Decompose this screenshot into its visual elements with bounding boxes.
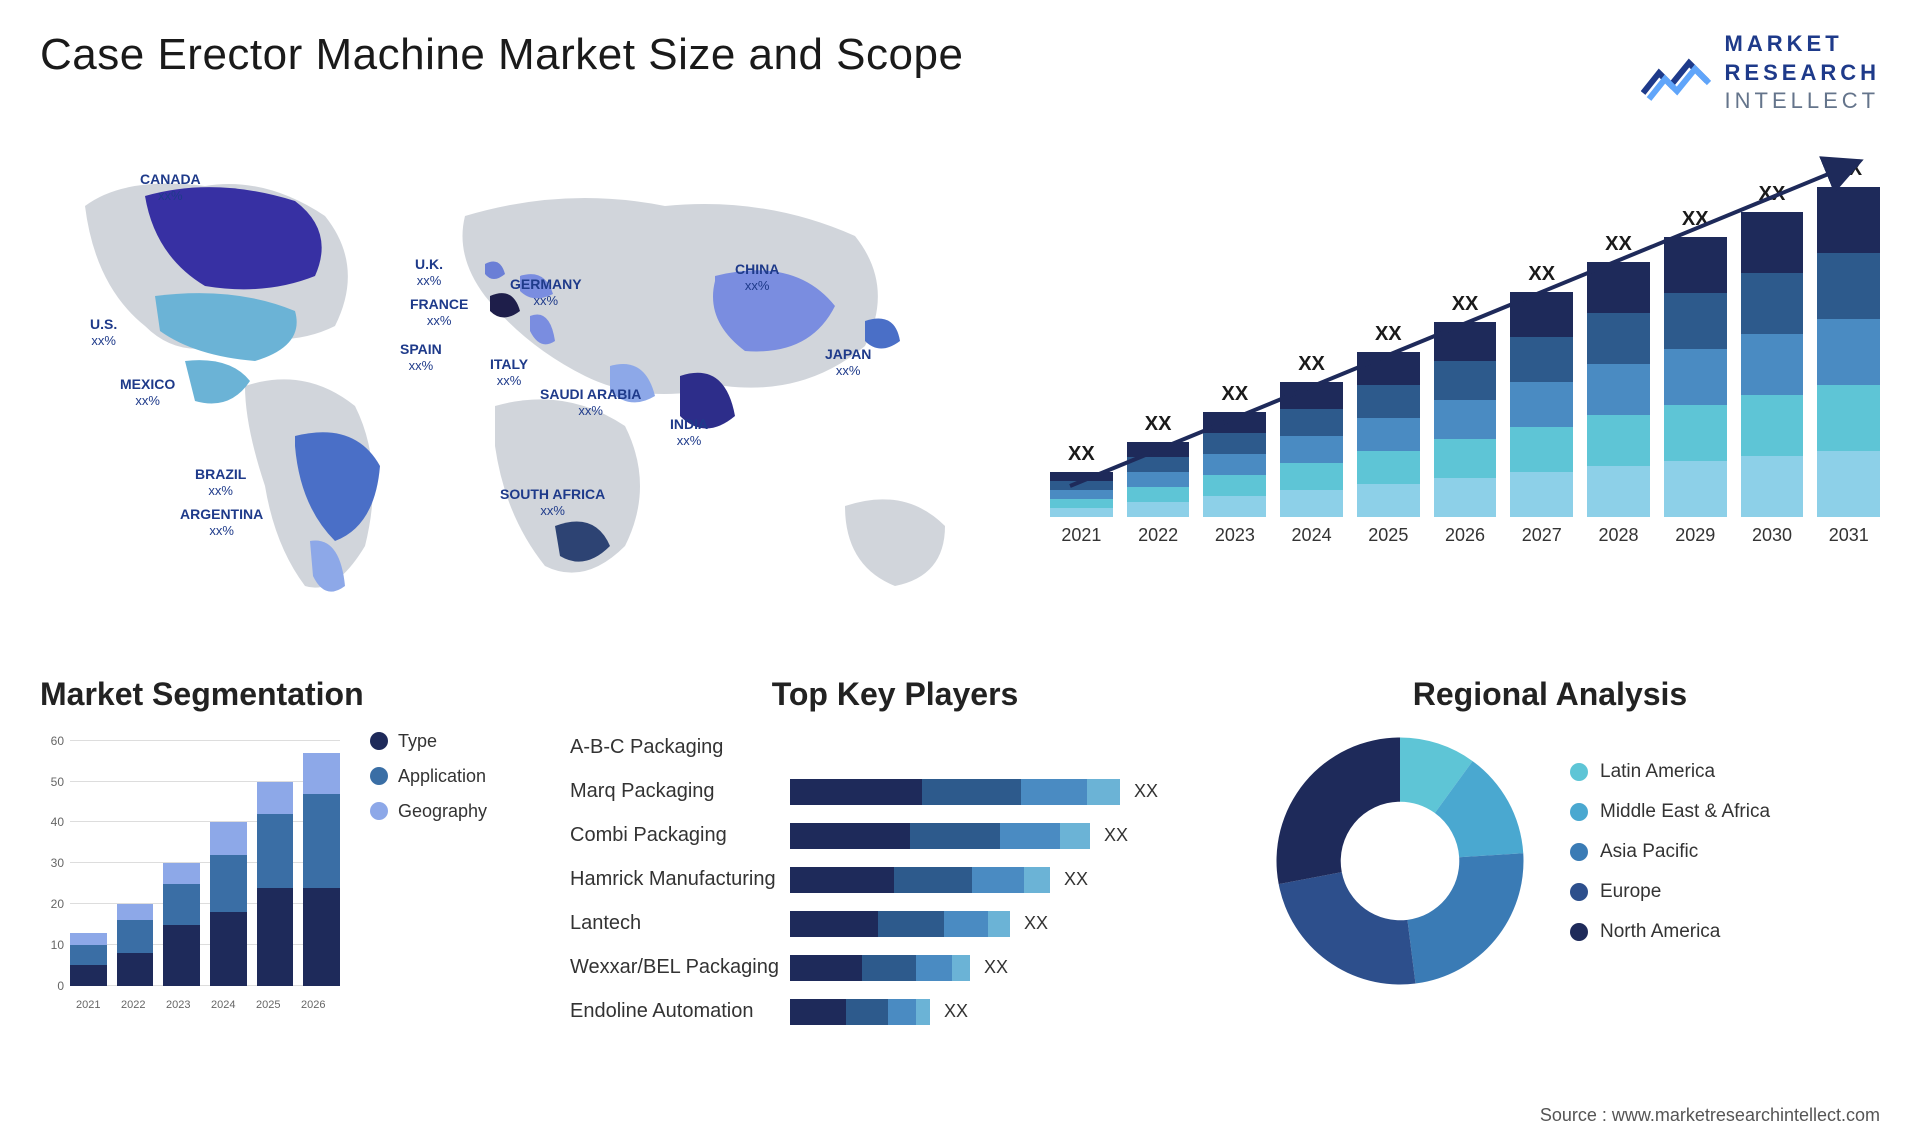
player-row: Combi PackagingXX [570,819,1220,853]
players-chart: A-B-C Packaging Marq PackagingXX Combi Pac… [570,731,1220,1029]
map-label-mexico: MEXICOxx% [120,376,175,408]
world-map: CANADAxx% U.S.xx% MEXICOxx% BRAZILxx% ARGENT… [40,146,990,616]
players-title: Top Key Players [570,676,1220,713]
logo-mark-icon [1641,43,1711,103]
brand-logo: MARKET RESEARCH INTELLECT [1641,30,1880,116]
region-legend-item: North America [1570,921,1770,943]
seg-bar-2023 [163,863,200,985]
donut-seg-europe [1279,872,1416,984]
main-bar-2025: XX2025 [1357,323,1420,546]
map-label-saudiarabia: SAUDI ARABIAxx% [540,386,641,418]
seg-bar-2025 [257,782,294,986]
main-bar-2028: XX2028 [1587,233,1650,546]
main-bar-2029: XX2029 [1664,208,1727,546]
seg-legend-application: Application [370,766,487,787]
region-legend-item: Europe [1570,881,1770,903]
segmentation-chart: 0102030405060202120222023202420252026 [40,731,340,1011]
player-row: Marq PackagingXX [570,775,1220,809]
map-label-spain: SPAINxx% [400,341,442,373]
seg-bar-2024 [210,822,247,985]
map-label-china: CHINAxx% [735,261,779,293]
logo-line1: MARKET [1725,30,1880,59]
regional-title: Regional Analysis [1270,676,1830,713]
segmentation-title: Market Segmentation [40,676,520,713]
main-bar-2030: XX2030 [1741,183,1804,546]
segmentation-legend: Type Application Geography [370,731,487,1011]
seg-legend-geography: Geography [370,801,487,822]
main-bar-chart: XX2021XX2022XX2023XX2024XX2025XX2026XX20… [1050,146,1880,616]
regional-donut [1270,731,1530,991]
main-bar-2026: XX2026 [1434,293,1497,546]
map-label-canada: CANADAxx% [140,171,201,203]
seg-legend-type: Type [370,731,487,752]
regional-legend: Latin America Middle East & Africa Asia Pa… [1570,761,1770,961]
map-label-italy: ITALYxx% [490,356,528,388]
map-label-uk: U.K.xx% [415,256,443,288]
map-label-argentina: ARGENTINAxx% [180,506,263,538]
map-label-japan: JAPANxx% [825,346,871,378]
seg-bar-2022 [117,904,154,986]
map-label-germany: GERMANYxx% [510,276,582,308]
donut-seg-northamerica [1277,737,1401,884]
map-label-india: INDIAxx% [670,416,708,448]
map-label-southafrica: SOUTH AFRICAxx% [500,486,605,518]
player-row: A-B-C Packaging [570,731,1220,765]
donut-seg-asiapacific [1407,853,1523,983]
player-row: Wexxar/BEL PackagingXX [570,951,1220,985]
logo-line3: INTELLECT [1725,87,1880,116]
main-bar-2024: XX2024 [1280,353,1343,546]
logo-line2: RESEARCH [1725,59,1880,88]
main-bar-2031: XX2031 [1817,158,1880,546]
region-legend-item: Latin America [1570,761,1770,783]
source-text: Source : www.marketresearchintellect.com [1540,1105,1880,1126]
seg-bar-2021 [70,933,107,986]
main-bar-2027: XX2027 [1510,263,1573,546]
seg-bar-2026 [303,753,340,986]
player-row: Endoline AutomationXX [570,995,1220,1029]
region-legend-item: Asia Pacific [1570,841,1770,863]
map-label-brazil: BRAZILxx% [195,466,246,498]
region-legend-item: Middle East & Africa [1570,801,1770,823]
player-row: Hamrick ManufacturingXX [570,863,1220,897]
main-bar-2023: XX2023 [1203,383,1266,546]
player-row: LantechXX [570,907,1220,941]
page-title: Case Erector Machine Market Size and Sco… [40,30,963,80]
main-bar-2022: XX2022 [1127,413,1190,546]
main-bar-2021: XX2021 [1050,443,1113,546]
map-label-us: U.S.xx% [90,316,117,348]
map-label-france: FRANCExx% [410,296,468,328]
